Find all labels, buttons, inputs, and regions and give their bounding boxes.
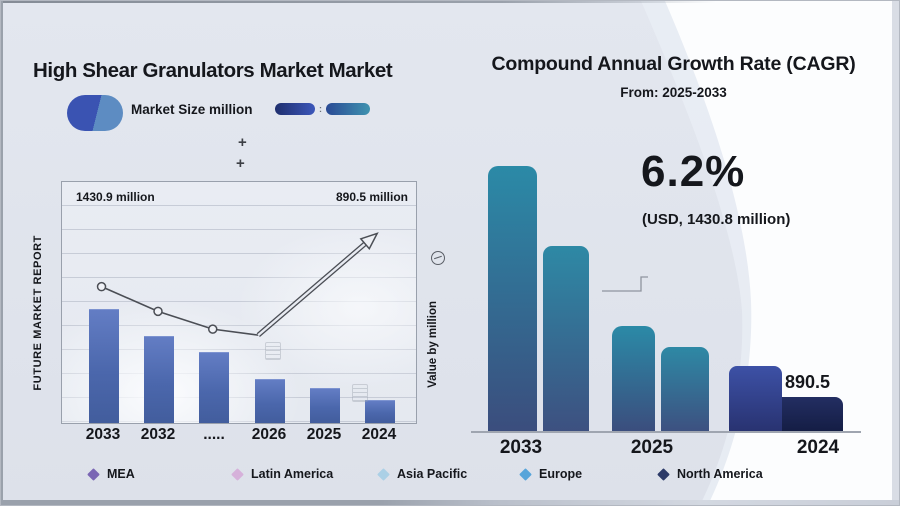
cagr-note: (USD, 1430.8 million) (642, 211, 791, 228)
market-bar-2026 (254, 378, 285, 423)
cagr-title: Compound Annual Growth Rate (CAGR) (491, 53, 856, 75)
x-label: 2024 (361, 426, 397, 443)
watermark-document-icon (352, 384, 368, 402)
cagr-bar-2024-a (729, 365, 782, 432)
market-size-chart-panel: 1430.9 million 890.5 million (61, 181, 417, 424)
legend-label: North America (677, 467, 763, 481)
x-label: 2033 (85, 426, 121, 443)
x-label: 2025 (306, 426, 342, 443)
north-america-diamond-icon (657, 467, 670, 481)
legend-item-asia-pacific: Asia Pacific (377, 467, 468, 481)
blue-pill-icon (275, 103, 315, 115)
x-label: 2032 (140, 426, 176, 443)
value-axis-label: Value by million (427, 301, 439, 388)
minus-circle-icon (431, 251, 445, 265)
x-axis-line (471, 431, 861, 433)
future-market-report-label: FUTURE MARKET REPORT (32, 235, 44, 391)
ratio-pills-icon: : (275, 103, 370, 115)
cagr-bar-2025-b (661, 346, 709, 432)
legend-label: Asia Pacific (397, 467, 468, 481)
market-bar-2024 (365, 400, 395, 423)
bar-value-annotation: 890.5 (785, 372, 831, 392)
trend-line-arrow (96, 232, 379, 338)
europe-diamond-icon (519, 467, 532, 481)
cagr-bar-2025-a (612, 325, 655, 432)
cagr-value: 6.2% (641, 147, 746, 196)
right-edge-strip (892, 1, 899, 505)
market-bar-2032 (144, 335, 175, 423)
legend-item-europe: Europe (519, 467, 583, 481)
market-bar-..... (199, 352, 230, 423)
cagr-bar-2033-a (488, 166, 537, 432)
legend-item-latin-america: Latin America (231, 467, 334, 481)
left-edge-line (1, 1, 3, 505)
market-size-pill-icon (67, 95, 123, 131)
chart-start-value: 1430.9 million (76, 190, 155, 204)
mea-diamond-icon (87, 467, 100, 481)
x-label: 2025 (630, 437, 674, 458)
cagr-bar-2033-b (543, 245, 589, 432)
legend-item-north-america: North America (657, 467, 763, 481)
plus-icon: + (238, 134, 247, 151)
cagr-bar-2024-b (782, 397, 843, 432)
page-title: High Shear Granulators Market Market (33, 59, 393, 82)
latin-america-diamond-icon (231, 467, 244, 481)
market-bar-2025 (309, 388, 340, 423)
teal-pill-icon (326, 103, 370, 115)
market-bar-2033 (89, 309, 119, 423)
asia-pacific-diamond-icon (377, 467, 390, 481)
watermark-document-icon (265, 342, 281, 360)
legend-label: Europe (539, 467, 583, 481)
x-label: 2033 (499, 437, 543, 458)
market-size-label: Market Size million (131, 102, 253, 117)
x-label: 2026 (251, 426, 287, 443)
legend-label: MEA (107, 467, 135, 481)
x-label: ..... (203, 426, 225, 443)
pill-colon: : (319, 104, 322, 114)
x-label: 2024 (796, 437, 840, 458)
top-edge-line (1, 1, 716, 3)
legend-item-mea: MEA (87, 467, 135, 481)
plus-icon: + (236, 155, 245, 172)
cagr-subtitle: From: 2025-2033 (620, 85, 727, 100)
bottom-edge-strip (1, 500, 899, 505)
legend-label: Latin America (251, 467, 334, 481)
chart-end-value: 890.5 million (335, 190, 408, 204)
